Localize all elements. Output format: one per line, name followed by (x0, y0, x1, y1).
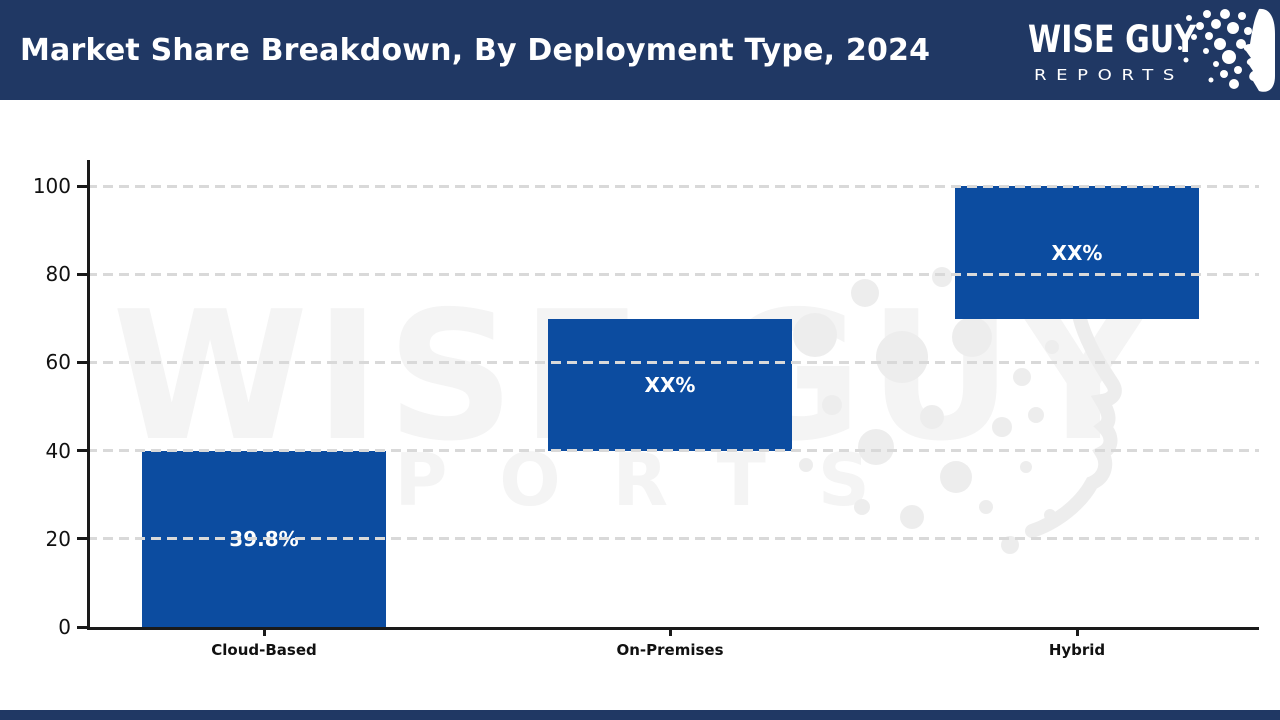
logo-face-icon (1243, 8, 1275, 92)
logo-dots-icon (1175, 9, 1252, 89)
x-tick-label-cloud-based: Cloud-Based (211, 641, 317, 659)
x-tick-hybrid (1075, 627, 1079, 636)
y-tick-label-20: 20 (45, 526, 71, 551)
bar-hybrid: XX% (955, 186, 1199, 320)
page-title: Market Share Breakdown, By Deployment Ty… (20, 32, 931, 68)
gridline-y40 (87, 449, 1259, 453)
gridline-y100 (87, 184, 1259, 188)
y-tick-label-0: 0 (58, 615, 71, 639)
y-tick-label-80: 80 (45, 262, 71, 287)
y-tick-label-40: 40 (45, 438, 71, 463)
gridline-y60 (87, 360, 1259, 364)
footer-bar (0, 710, 1280, 720)
y-axis-spine (87, 160, 90, 630)
y-tick-0 (77, 625, 87, 629)
bar-value-label: XX% (1051, 240, 1103, 265)
gridline-y80 (87, 272, 1259, 276)
y-tick-100 (77, 184, 87, 188)
logo-subtext: REPORTS (1034, 66, 1184, 84)
header-bar: Market Share Breakdown, By Deployment Ty… (0, 0, 1280, 100)
y-tick-80 (77, 272, 87, 276)
chart-area: WISE GUY REPORTS 39.8% XX% XX% 0 20 40 60 80 100… (0, 100, 1280, 710)
x-tick-label-hybrid: Hybrid (1048, 641, 1106, 659)
y-tick-label-60: 60 (45, 350, 71, 375)
y-tick-20 (77, 537, 87, 541)
x-axis-spine (87, 627, 1259, 630)
y-tick-60 (77, 360, 87, 364)
bar-value-label: XX% (644, 373, 696, 398)
x-tick-label-on-premises: On-Premises (616, 641, 724, 659)
y-tick-40 (77, 449, 87, 453)
x-tick-cloud-based (262, 627, 266, 636)
bar-on-premises: XX% (548, 319, 792, 452)
y-tick-label-100: 100 (32, 174, 71, 198)
logo-wordmark: WISE GUY (1028, 18, 1197, 61)
wise-guy-reports-logo: WISE GUY REPORTS (1028, 8, 1275, 92)
gridline-y20 (87, 537, 1259, 541)
x-tick-on-premises (668, 627, 672, 636)
